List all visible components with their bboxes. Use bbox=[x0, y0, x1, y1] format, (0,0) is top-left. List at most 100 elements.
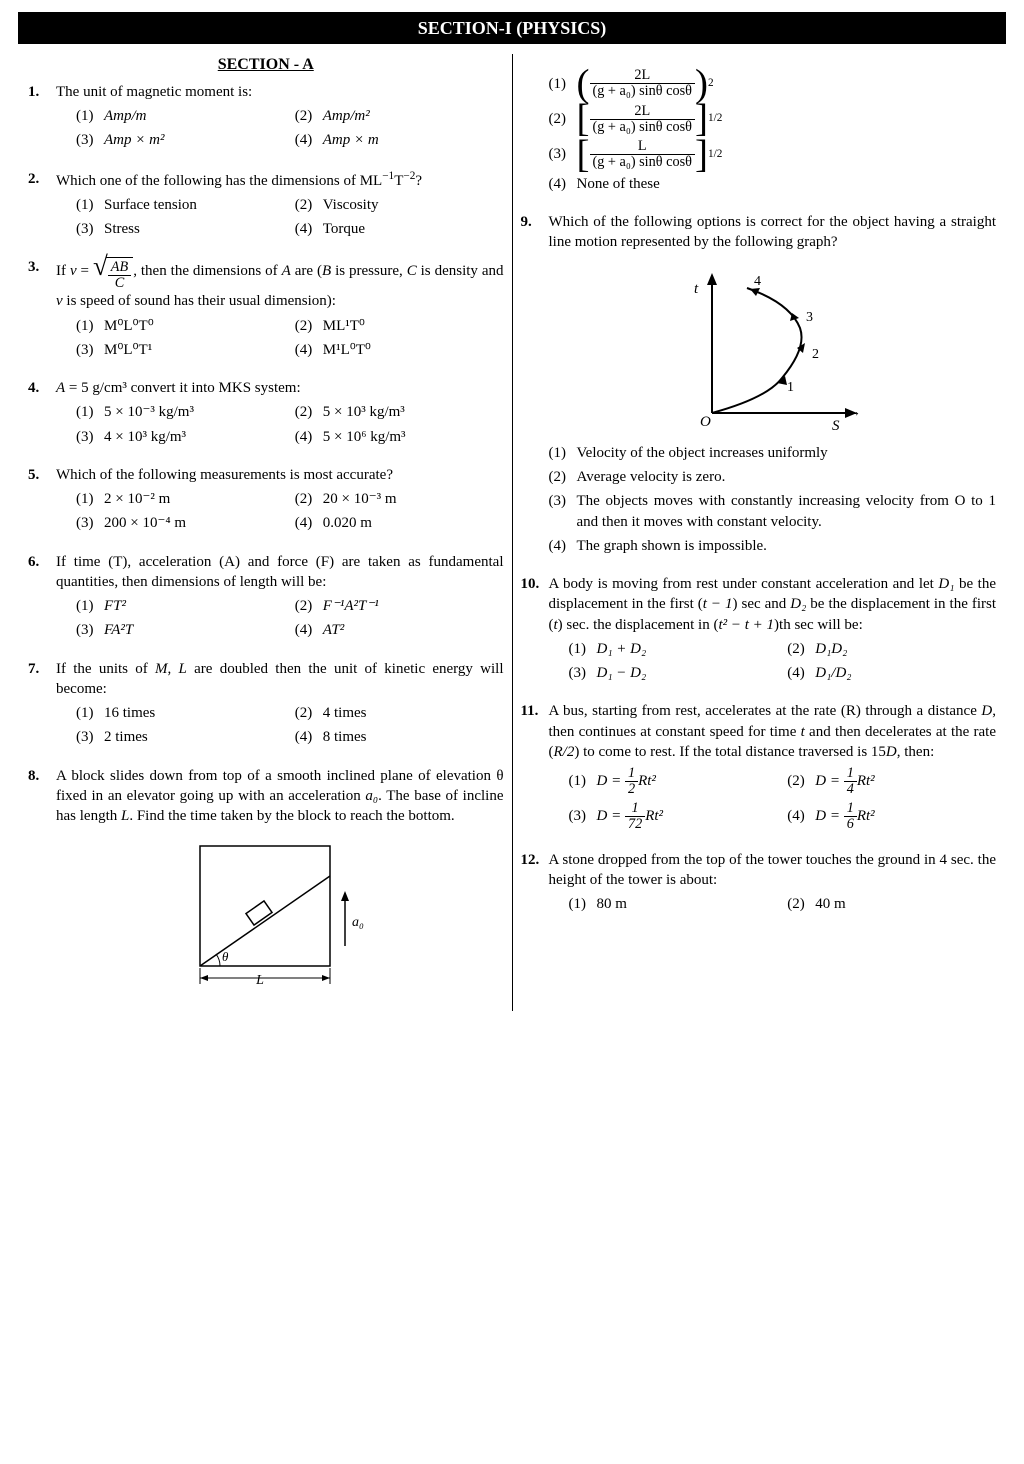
question-stem: A body is moving from rest under constan… bbox=[549, 574, 997, 635]
svg-text:t: t bbox=[694, 281, 699, 297]
two-column-layout: SECTION - A 1. The unit of magnetic mome… bbox=[8, 54, 1016, 1010]
option: (3)M⁰L⁰T¹ bbox=[76, 340, 285, 360]
question-stem: If the units of M, L are doubled then th… bbox=[56, 659, 504, 700]
question-8-options: (1) ( 2L(g + a₀) sinθ cosθ ) 2 (2) [ 2L(… bbox=[521, 64, 997, 194]
option: (1)M⁰L⁰T⁰ bbox=[76, 316, 285, 336]
option: (2)5 × 10³ kg/m³ bbox=[295, 402, 504, 422]
svg-text:a₀: a₀ bbox=[352, 915, 364, 930]
question-stem: Which of the following options is correc… bbox=[549, 212, 997, 253]
option: (4)0.020 m bbox=[295, 513, 504, 533]
option: (3)Amp × m² bbox=[76, 130, 285, 150]
question-stem: If time (T), acceleration (A) and force … bbox=[56, 552, 504, 593]
question-number: 3. bbox=[28, 257, 56, 360]
svg-text:3: 3 bbox=[806, 310, 813, 325]
svg-text:1: 1 bbox=[787, 380, 794, 395]
svg-text:O: O bbox=[700, 414, 711, 430]
question-stem: A bus, starting from rest, accelerates a… bbox=[549, 701, 997, 762]
question-number: 6. bbox=[28, 552, 56, 641]
option: (4)AT² bbox=[295, 620, 504, 640]
svg-text:2: 2 bbox=[812, 347, 819, 362]
question-stem: A = 5 g/cm³ convert it into MKS system: bbox=[56, 378, 504, 398]
option: (4) None of these bbox=[549, 174, 997, 194]
option: (2)40 m bbox=[787, 894, 996, 914]
question-number: 2. bbox=[28, 169, 56, 240]
sqrt-expression: √ ABC bbox=[93, 257, 133, 291]
svg-text:→: → bbox=[847, 405, 861, 420]
option: (3) [ L(g + a₀) sinθ cosθ ] 1/2 bbox=[549, 139, 997, 170]
question-7: 7. If the units of M, L are doubled then… bbox=[28, 659, 504, 748]
section-header: SECTION-I (PHYSICS) bbox=[18, 12, 1006, 44]
option: (1)Velocity of the object increases unif… bbox=[549, 443, 997, 463]
option: (1)16 times bbox=[76, 703, 285, 723]
option: (2)ML¹T⁰ bbox=[295, 316, 504, 336]
option: (4) D = 16Rt² bbox=[787, 801, 996, 832]
option: (2)4 times bbox=[295, 703, 504, 723]
option: (2) [ 2L(g + a₀) sinθ cosθ ] 1/2 bbox=[549, 103, 997, 134]
option: (1) D = 12Rt² bbox=[569, 766, 778, 797]
svg-text:L: L bbox=[255, 973, 264, 986]
option: (1)Surface tension bbox=[76, 195, 285, 215]
option: (1)Amp/m bbox=[76, 106, 285, 126]
svg-text:S: S bbox=[832, 418, 840, 433]
option: (4)5 × 10⁶ kg/m³ bbox=[295, 427, 504, 447]
svg-text:4: 4 bbox=[754, 274, 761, 289]
option: (4)D₁/D₂ bbox=[787, 663, 996, 683]
option: (3)200 × 10⁻⁴ m bbox=[76, 513, 285, 533]
option: (4)Amp × m bbox=[295, 130, 504, 150]
option: (2)F⁻¹A²T⁻¹ bbox=[295, 596, 504, 616]
option: (2)20 × 10⁻³ m bbox=[295, 489, 504, 509]
option: (4)The graph shown is impossible. bbox=[549, 536, 997, 556]
question-1: 1. The unit of magnetic moment is: (1)Am… bbox=[28, 82, 504, 151]
question-3: 3. If v = √ ABC , then the dimensions of… bbox=[28, 257, 504, 360]
option: (3)4 × 10³ kg/m³ bbox=[76, 427, 285, 447]
option: (4)Torque bbox=[295, 219, 504, 239]
option: (2) D = 14Rt² bbox=[787, 766, 996, 797]
question-number: 4. bbox=[28, 378, 56, 447]
question-6: 6. If time (T), acceleration (A) and for… bbox=[28, 552, 504, 641]
option: (4)M¹L⁰T⁰ bbox=[295, 340, 504, 360]
question-number: 8. bbox=[28, 766, 56, 993]
option: (3)2 times bbox=[76, 727, 285, 747]
question-stem: A stone dropped from the top of the towe… bbox=[549, 850, 997, 891]
option: (1) ( 2L(g + a₀) sinθ cosθ ) 2 bbox=[549, 68, 997, 99]
option: (3)D₁ − D₂ bbox=[569, 663, 778, 683]
question-12: 12. A stone dropped from the top of the … bbox=[521, 850, 997, 915]
option: (3)FA²T bbox=[76, 620, 285, 640]
question-number: 12. bbox=[521, 850, 549, 915]
question-8: 8. A block slides down from top of a smo… bbox=[28, 766, 504, 993]
option: (2)Amp/m² bbox=[295, 106, 504, 126]
option: (1)5 × 10⁻³ kg/m³ bbox=[76, 402, 285, 422]
right-column: (1) ( 2L(g + a₀) sinθ cosθ ) 2 (2) [ 2L(… bbox=[513, 54, 1005, 1010]
option: (2)D₁D₂ bbox=[787, 639, 996, 659]
question-stem: If v = √ ABC , then the dimensions of A … bbox=[56, 257, 504, 311]
option: (1)80 m bbox=[569, 894, 778, 914]
question-number: 7. bbox=[28, 659, 56, 748]
option: (4)8 times bbox=[295, 727, 504, 747]
question-5: 5. Which of the following measurements i… bbox=[28, 465, 504, 534]
question-4: 4. A = 5 g/cm³ convert it into MKS syste… bbox=[28, 378, 504, 447]
left-column: SECTION - A 1. The unit of magnetic mome… bbox=[20, 54, 513, 1010]
question-number: 1. bbox=[28, 82, 56, 151]
option: (3) D = 172Rt² bbox=[569, 801, 778, 832]
option: (1)D₁ + D₂ bbox=[569, 639, 778, 659]
question-number: 10. bbox=[521, 574, 549, 683]
option: (1)FT² bbox=[76, 596, 285, 616]
question-11: 11. A bus, starting from rest, accelerat… bbox=[521, 701, 997, 832]
incline-figure: θ L a₀ bbox=[56, 836, 504, 992]
question-number: 5. bbox=[28, 465, 56, 534]
option: (1)2 × 10⁻² m bbox=[76, 489, 285, 509]
question-stem: The unit of magnetic moment is: bbox=[56, 82, 504, 102]
svg-text:θ: θ bbox=[222, 949, 229, 964]
question-9: 9. Which of the following options is cor… bbox=[521, 212, 997, 556]
ts-graph-figure: t S → O 1 2 3 bbox=[549, 263, 997, 439]
option: (3)Stress bbox=[76, 219, 285, 239]
question-stem: Which of the following measurements is m… bbox=[56, 465, 504, 485]
subsection-header: SECTION - A bbox=[28, 54, 504, 76]
option: (2)Viscosity bbox=[295, 195, 504, 215]
question-stem: Which one of the following has the dimen… bbox=[56, 169, 504, 191]
question-number: 11. bbox=[521, 701, 549, 832]
question-number: 9. bbox=[521, 212, 549, 556]
question-stem: A block slides down from top of a smooth… bbox=[56, 766, 504, 827]
question-10: 10. A body is moving from rest under con… bbox=[521, 574, 997, 683]
option: (2)Average velocity is zero. bbox=[549, 467, 997, 487]
